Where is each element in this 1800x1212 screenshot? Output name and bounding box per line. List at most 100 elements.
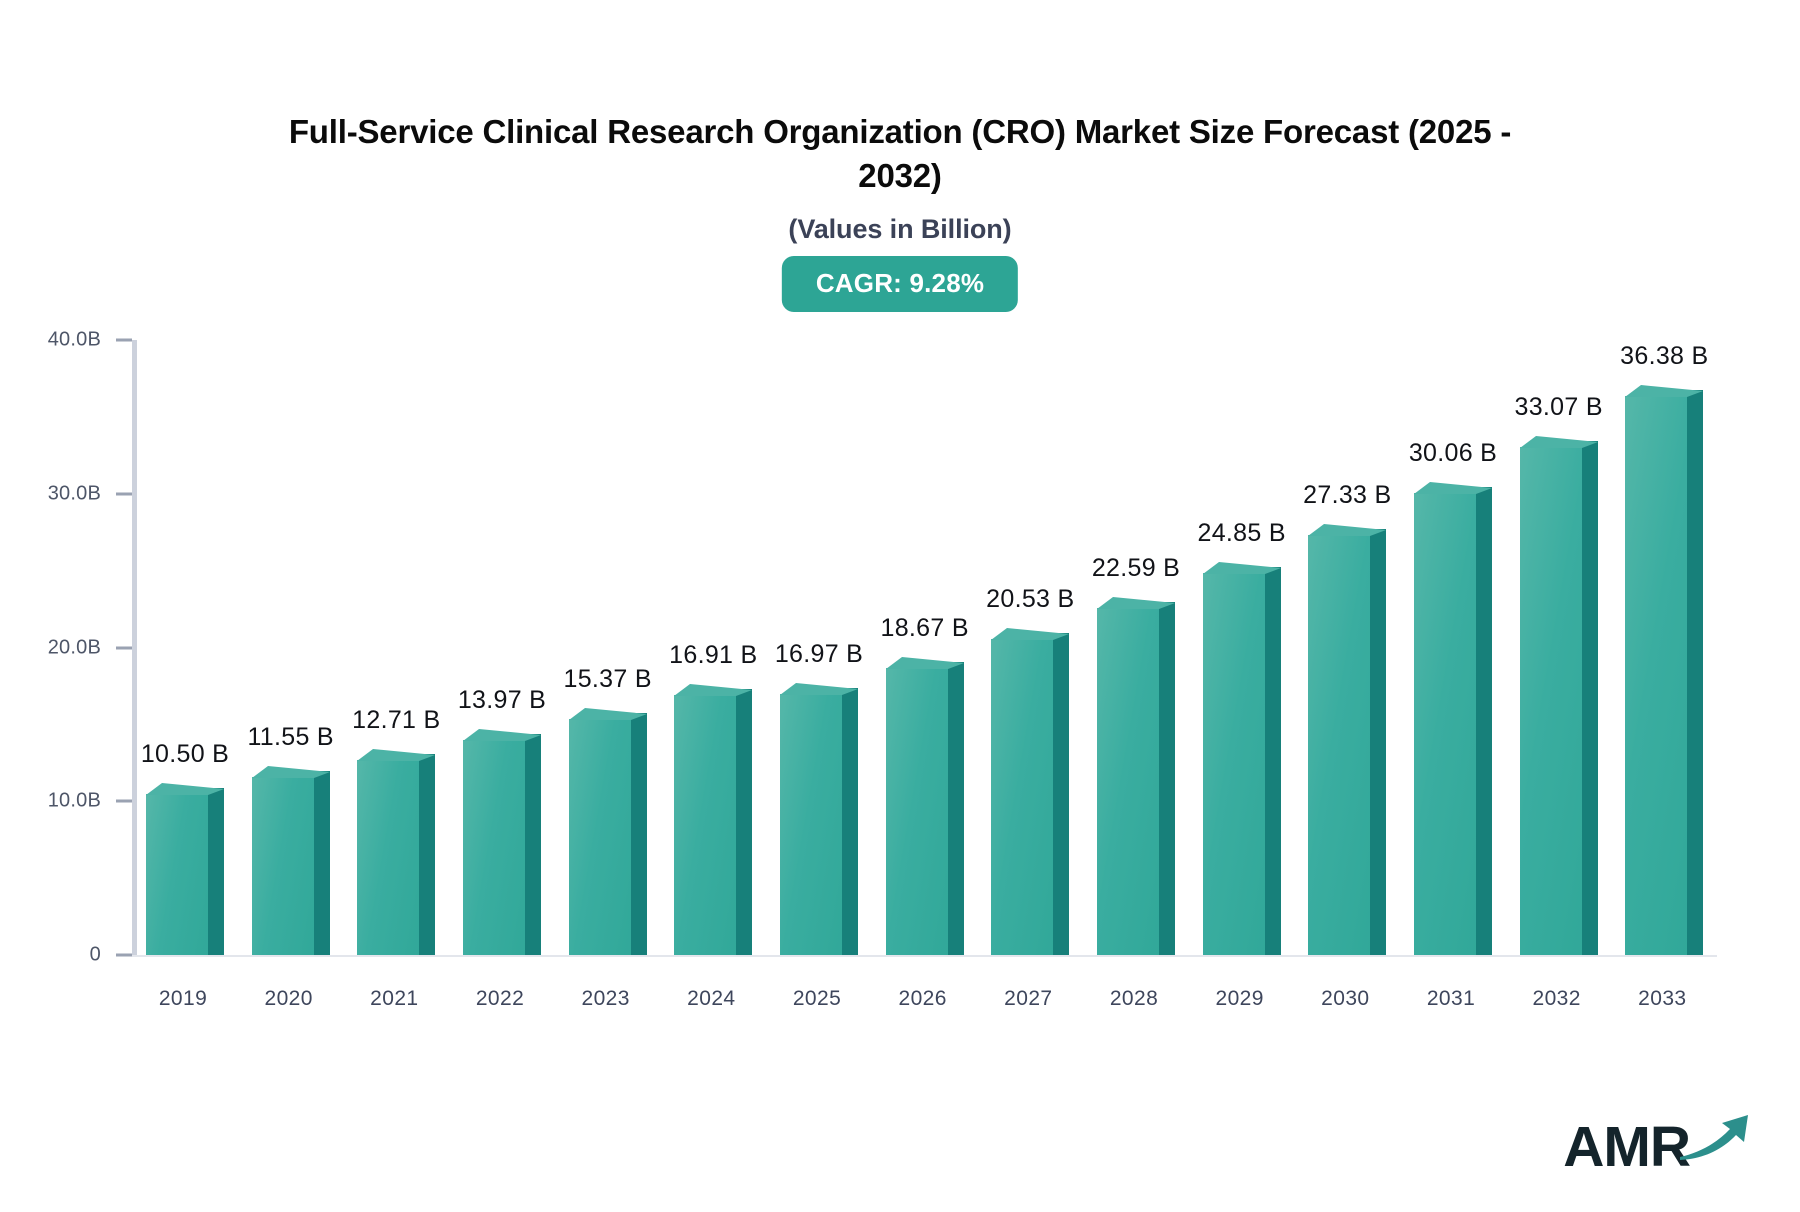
y-axis-tick: 30.0B: [15, 482, 132, 505]
bar-front-face: [251, 777, 314, 955]
bar-top-face: [463, 729, 541, 742]
bar-value-label: 13.97 B: [457, 686, 547, 715]
x-axis-label: 2030: [1321, 987, 1370, 1010]
bar-front-face: [1308, 534, 1371, 955]
bar-side-face: [947, 661, 964, 955]
bar-top-face: [146, 782, 224, 795]
cagr-badge: CAGR: 9.28%: [781, 256, 1019, 312]
bar-front-face: [991, 639, 1054, 955]
bar-column[interactable]: 12.71 B: [352, 706, 440, 955]
y-axis-tick-mark: [116, 646, 132, 649]
x-axis-label: 2024: [687, 987, 736, 1010]
y-axis-tick-label: 10.0B: [47, 789, 101, 812]
title-block: Full-Service Clinical Research Organizat…: [120, 110, 1680, 245]
bar-column[interactable]: 13.97 B: [458, 686, 546, 955]
bar-front-face: [674, 695, 737, 955]
bar-value-label: 36.38 B: [1620, 341, 1709, 370]
x-axis-label: 2023: [581, 987, 630, 1010]
y-axis-tick-mark: [116, 953, 132, 957]
x-axis-line: [132, 955, 1717, 957]
growth-arrow-icon: [1678, 1111, 1752, 1168]
y-axis-tick-label: 30.0B: [47, 482, 101, 505]
logo-text: AMR: [1563, 1115, 1691, 1179]
y-axis-tick: 40.0B: [15, 329, 132, 352]
y-axis-tick-mark: [116, 799, 132, 803]
amr-logo: AMR: [1563, 1111, 1752, 1176]
bars-layer: 10.50 B 11.55 B 12.71 B 13.97 B 15.37 B 16.91…: [132, 340, 1717, 955]
bar-side-face: [1370, 528, 1387, 955]
bar-top-face: [674, 684, 753, 697]
bar-top-face: [568, 707, 647, 720]
bar-top-face: [1414, 481, 1492, 494]
x-axis-label: 2028: [1109, 987, 1159, 1010]
y-axis-tick-label: 20.0B: [47, 636, 101, 658]
bar-column[interactable]: 10.50 B: [141, 740, 229, 955]
bar-top-face: [780, 683, 858, 696]
bar-top-face: [885, 656, 964, 669]
y-axis-tick-label: 0: [89, 943, 101, 966]
bar-front-face: [1519, 446, 1582, 955]
bar-side-face: [1053, 633, 1070, 955]
bar-front-face: [1625, 395, 1688, 955]
x-axis-label: 2021: [370, 987, 419, 1010]
page-title: Full-Service Clinical Research Organizat…: [288, 113, 1512, 194]
bar-value-label: 11.55 B: [247, 723, 334, 752]
bar-value-label: 16.91 B: [669, 641, 758, 670]
bar-side-face: [1581, 440, 1598, 955]
bar-side-face: [313, 771, 330, 955]
bar-column[interactable]: 16.91 B: [669, 641, 757, 955]
y-axis-tick-mark: [116, 492, 132, 496]
bar-value-label: 15.37 B: [563, 664, 652, 693]
bar-front-face: [146, 793, 208, 955]
bar-side-face: [736, 688, 753, 955]
x-axis-label: 2027: [1004, 987, 1053, 1010]
bar-value-label: 22.59 B: [1091, 553, 1181, 582]
x-axis-label: 2025: [792, 987, 842, 1010]
x-axis-label: 2019: [158, 987, 208, 1010]
bar-column[interactable]: 33.07 B: [1515, 393, 1603, 955]
y-axis-tick-label: 40.0B: [47, 328, 101, 351]
y-axis-tick: 20.0B: [15, 636, 132, 659]
y-axis-tick-mark: [116, 338, 132, 342]
bar-column[interactable]: 18.67 B: [881, 614, 969, 955]
bar-top-face: [1625, 384, 1704, 397]
x-axis-label: 2032: [1532, 987, 1581, 1010]
bar-value-label: 18.67 B: [880, 613, 969, 642]
bar-column[interactable]: 27.33 B: [1303, 481, 1391, 955]
bar-column[interactable]: 20.53 B: [986, 585, 1074, 955]
bar-front-face: [357, 759, 420, 955]
bar-column[interactable]: 22.59 B: [1092, 554, 1180, 955]
bar-value-label: 33.07 B: [1514, 392, 1603, 421]
bar-front-face: [1414, 492, 1476, 955]
bar-side-face: [630, 712, 647, 955]
bar-top-face: [1097, 596, 1175, 609]
x-axis-label: 2026: [898, 987, 947, 1010]
bar-column[interactable]: 24.85 B: [1198, 519, 1286, 955]
plot-area: 10.50 B 11.55 B 12.71 B 13.97 B 15.37 B 16.91…: [48, 329, 1717, 1010]
bar-column[interactable]: 11.55 B: [247, 723, 334, 955]
x-axis-label: 2022: [475, 987, 525, 1010]
bar-top-face: [1519, 435, 1598, 448]
bar-value-label: 12.71 B: [352, 705, 441, 734]
bar-column[interactable]: 30.06 B: [1409, 439, 1497, 955]
bar-top-face: [1308, 523, 1387, 536]
bar-side-face: [419, 753, 436, 955]
bar-column[interactable]: 36.38 B: [1620, 342, 1708, 955]
bar-side-face: [1264, 566, 1281, 955]
bar-value-label: 10.50 B: [140, 739, 230, 768]
bar-top-face: [1202, 561, 1281, 574]
bar-front-face: [1202, 572, 1265, 955]
bar-column[interactable]: 16.97 B: [775, 640, 863, 955]
bar-side-face: [842, 688, 858, 955]
bar-column[interactable]: 15.37 B: [564, 665, 652, 955]
bar-value-label: 24.85 B: [1197, 518, 1286, 547]
bar-side-face: [208, 787, 224, 955]
bar-top-face: [251, 766, 330, 779]
y-axis-tick: 10.0B: [15, 790, 132, 813]
chart-subtitle: (Values in Billion): [788, 214, 1012, 245]
y-axis-line: [132, 340, 137, 955]
bar-side-face: [1159, 601, 1175, 955]
y-axis-tick: 0: [15, 944, 132, 967]
x-axis-label: 2020: [264, 987, 313, 1010]
